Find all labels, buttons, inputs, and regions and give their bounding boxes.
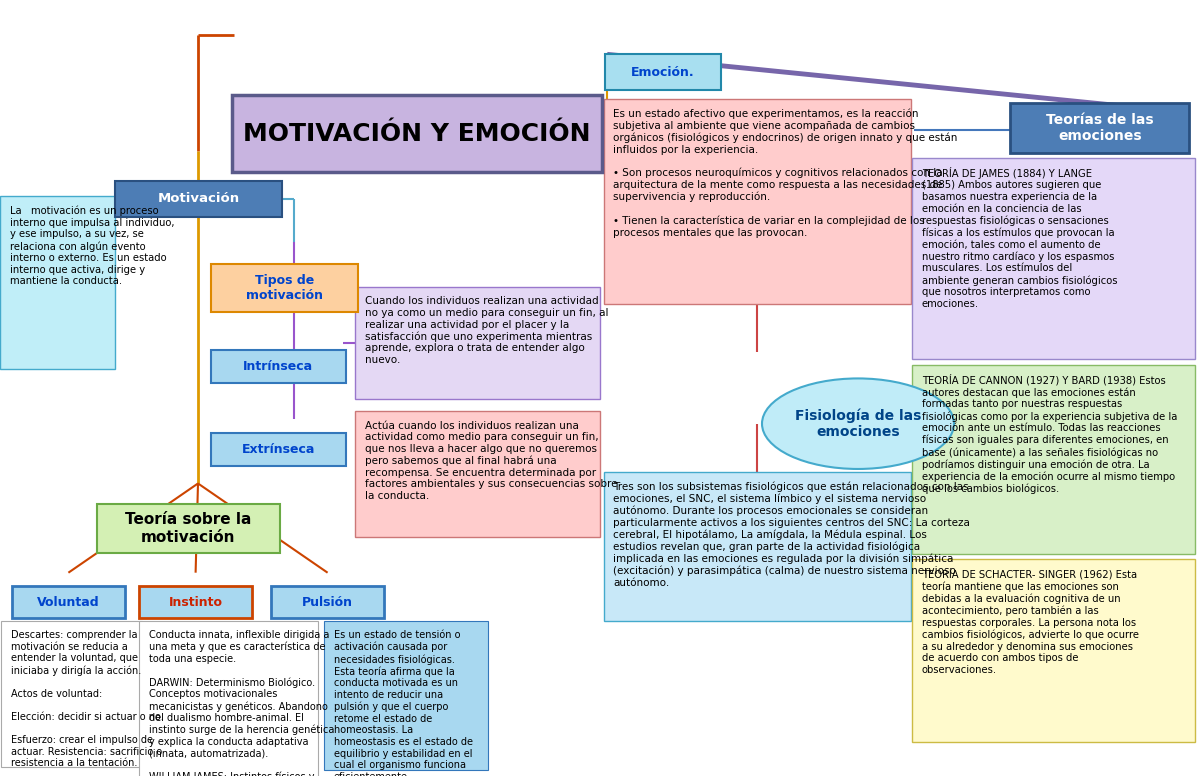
Text: Fisiología de las
emociones: Fisiología de las emociones — [794, 408, 922, 439]
FancyBboxPatch shape — [355, 411, 600, 537]
FancyBboxPatch shape — [912, 158, 1195, 359]
Text: Emoción.: Emoción. — [631, 66, 695, 78]
Text: MOTIVACIÓN Y EMOCIÓN: MOTIVACIÓN Y EMOCIÓN — [244, 122, 590, 146]
FancyBboxPatch shape — [912, 365, 1195, 554]
FancyBboxPatch shape — [211, 350, 346, 383]
Text: Tipos de
motivación: Tipos de motivación — [246, 274, 323, 302]
FancyBboxPatch shape — [115, 181, 282, 217]
FancyBboxPatch shape — [605, 54, 721, 90]
FancyBboxPatch shape — [211, 433, 346, 466]
Text: Teorías de las
emociones: Teorías de las emociones — [1046, 113, 1153, 143]
Ellipse shape — [762, 379, 954, 469]
Text: Actúa cuando los individuos realizan una
actividad como medio para conseguir un : Actúa cuando los individuos realizan una… — [365, 421, 617, 501]
FancyBboxPatch shape — [355, 287, 600, 399]
FancyBboxPatch shape — [324, 621, 488, 770]
Text: Extrínseca: Extrínseca — [241, 443, 316, 456]
FancyBboxPatch shape — [139, 586, 252, 618]
Text: Es un estado de tensión o
activación causada por
necesidades fisiológicas.
Esta : Es un estado de tensión o activación cau… — [334, 630, 473, 776]
FancyBboxPatch shape — [271, 586, 384, 618]
Text: Es un estado afectivo que experimentamos, es la reacción
subjetiva al ambiente q: Es un estado afectivo que experimentamos… — [613, 109, 958, 237]
Text: Motivación: Motivación — [157, 192, 240, 205]
FancyBboxPatch shape — [604, 99, 911, 304]
Text: TEORÍA DE CANNON (1927) Y BARD (1938) Estos
autores destacan que las emociones e: TEORÍA DE CANNON (1927) Y BARD (1938) Es… — [922, 374, 1177, 494]
Text: Voluntad: Voluntad — [37, 596, 100, 608]
FancyBboxPatch shape — [1010, 103, 1189, 153]
Text: Instinto: Instinto — [168, 596, 222, 608]
FancyBboxPatch shape — [12, 586, 125, 618]
FancyBboxPatch shape — [604, 472, 911, 621]
FancyBboxPatch shape — [0, 196, 115, 369]
FancyBboxPatch shape — [211, 264, 358, 312]
Text: Intrínseca: Intrínseca — [244, 360, 313, 372]
Text: TEORÍA DE JAMES (1884) Y LANGE
(1885) Ambos autores sugieren que
basamos nuestra: TEORÍA DE JAMES (1884) Y LANGE (1885) Am… — [922, 167, 1117, 309]
Text: La   motivación es un proceso
interno que impulsa al individuo,
y ese impulso, a: La motivación es un proceso interno que … — [10, 206, 174, 286]
Text: TEORÍA DE SCHACTER- SINGER (1962) Esta
teoría mantiene que las emociones son
deb: TEORÍA DE SCHACTER- SINGER (1962) Esta t… — [922, 568, 1139, 674]
Text: Teoría sobre la
motivación: Teoría sobre la motivación — [125, 512, 252, 545]
Text: Descartes: comprender la
motivación se reducia a
entender la voluntad, que
inici: Descartes: comprender la motivación se r… — [11, 630, 163, 768]
FancyBboxPatch shape — [232, 95, 602, 172]
Text: Pulsión: Pulsión — [302, 596, 353, 608]
FancyBboxPatch shape — [139, 621, 318, 776]
FancyBboxPatch shape — [912, 559, 1195, 742]
Text: Cuando los individuos realizan una actividad
no ya como un medio para conseguir : Cuando los individuos realizan una activ… — [365, 296, 608, 365]
FancyBboxPatch shape — [97, 504, 280, 553]
Text: Conducta innata, inflexible dirigida a
una meta y que es característica de
toda : Conducta innata, inflexible dirigida a u… — [149, 630, 335, 776]
Text: Tres son los subsistemas fisiológicos que están relacionados con las
emociones, : Tres son los subsistemas fisiológicos qu… — [613, 481, 970, 588]
FancyBboxPatch shape — [1, 621, 142, 767]
